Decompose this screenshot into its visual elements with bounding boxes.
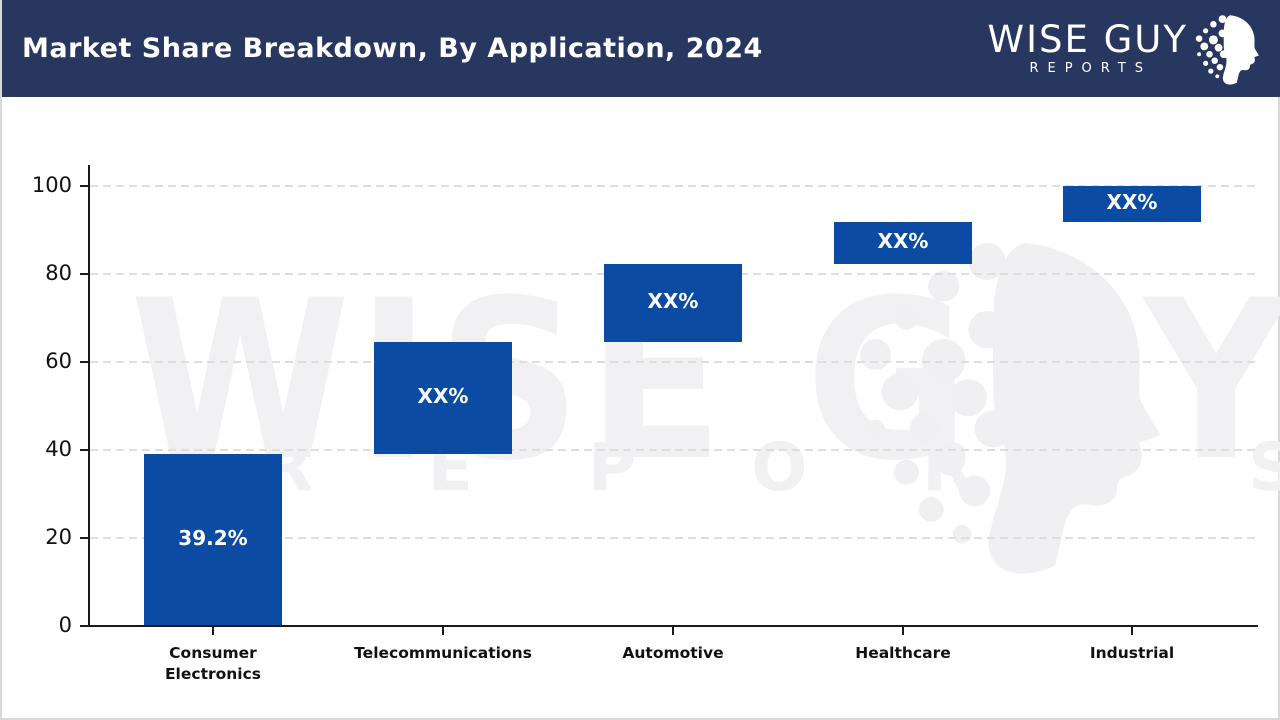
bar-value-label: 39.2% — [178, 525, 248, 550]
y-tick — [80, 361, 88, 363]
x-tick — [902, 627, 904, 635]
y-tick-label: 20 — [45, 525, 72, 549]
bar-4 — [1063, 186, 1201, 223]
wiseguy-head-icon — [1190, 8, 1268, 90]
bar-value-label: XX% — [417, 383, 469, 408]
y-tick — [80, 185, 88, 187]
y-tick-label: 100 — [31, 173, 72, 197]
y-tick-label: 0 — [58, 613, 72, 637]
x-tick — [212, 627, 214, 635]
gridline-20 — [90, 537, 1258, 539]
category-label: Automotive — [622, 644, 724, 662]
category-label: Healthcare — [855, 644, 951, 662]
bar-value-label: XX% — [877, 228, 929, 253]
y-tick — [80, 273, 88, 275]
gridline-60 — [90, 361, 1258, 363]
bar-value-label: XX% — [1106, 190, 1158, 215]
x-tick — [1131, 627, 1133, 635]
x-axis-line — [87, 625, 1258, 627]
category-label: Telecommunications — [354, 644, 532, 662]
x-tick — [672, 627, 674, 635]
gridline-40 — [90, 449, 1258, 451]
gridline-100 — [90, 185, 1258, 187]
bar-3 — [834, 222, 972, 264]
y-tick-label: 60 — [45, 349, 72, 373]
y-tick — [80, 449, 88, 451]
bar-2 — [604, 263, 742, 343]
chart-title: Market Share Breakdown, By Application, … — [22, 33, 763, 64]
wiseguy-logo: WISE GUY REPORTS — [988, 8, 1268, 90]
y-tick-label: 80 — [45, 261, 72, 285]
y-tick-label: 40 — [45, 437, 72, 461]
bar-0 — [144, 453, 282, 626]
logo-wordmark: WISE GUY — [987, 17, 1188, 61]
category-label: Industrial — [1089, 644, 1175, 662]
y-tick — [80, 625, 88, 627]
bar-1 — [374, 342, 512, 454]
logo-subtitle: REPORTS — [1029, 61, 1153, 77]
header-bar: Market Share Breakdown, By Application, … — [2, 0, 1280, 97]
category-label: Consumer Electronics — [164, 644, 262, 683]
plot-area: WISE GUY R E P O R T S 0 20 40 60 80 100 39.2%… — [2, 97, 1280, 718]
x-tick — [442, 627, 444, 635]
y-tick — [80, 537, 88, 539]
bar-value-label: XX% — [647, 289, 699, 314]
y-axis-line — [88, 165, 90, 627]
